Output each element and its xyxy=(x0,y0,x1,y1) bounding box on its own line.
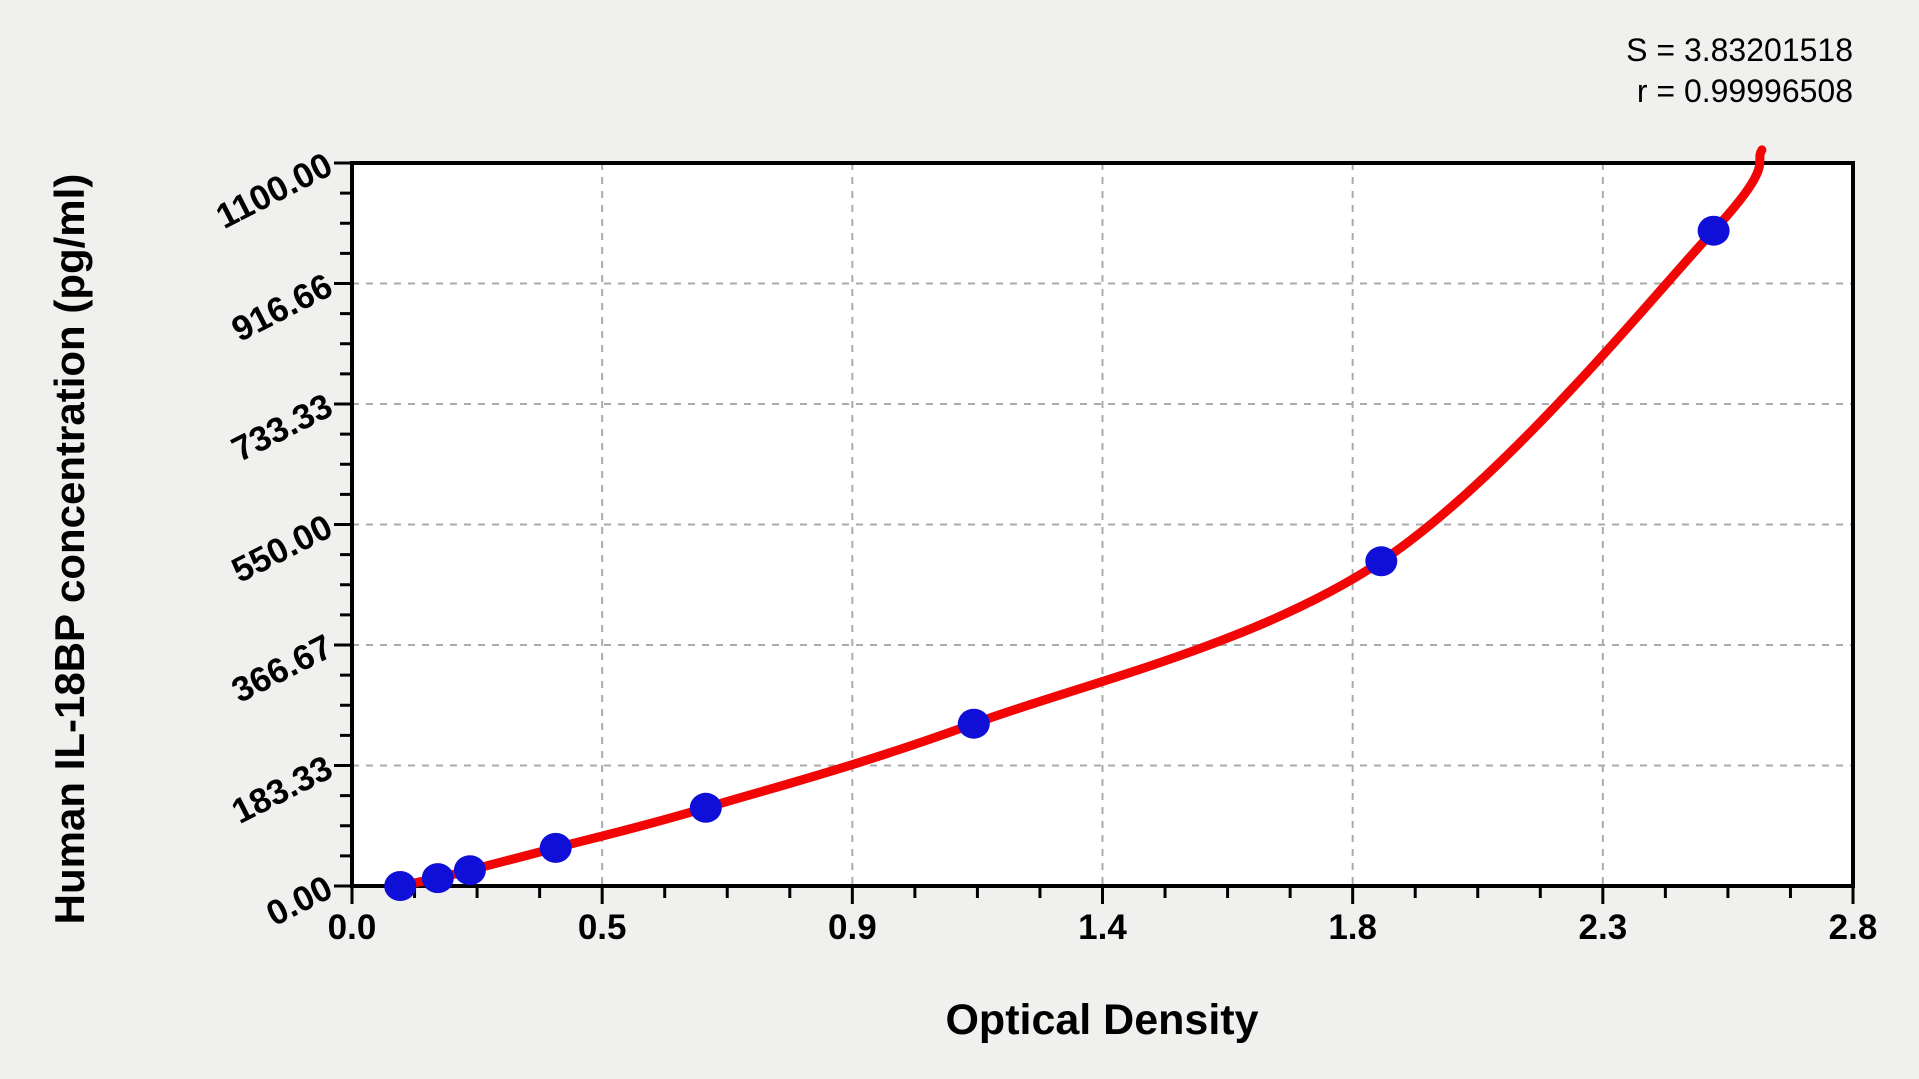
data-point xyxy=(384,871,417,901)
data-point xyxy=(689,792,722,823)
r-value: r = 0.99996508 xyxy=(1636,73,1853,109)
plot-frame xyxy=(350,161,1855,888)
x-tick-label: 2.3 xyxy=(1578,908,1628,947)
x-tick-label: 2.8 xyxy=(1828,908,1878,947)
fit-statistics: S = 3.83201518 r = 0.99996508 xyxy=(1626,30,1853,112)
y-axis-title: Human IL-18BP concentration (pg/ml) xyxy=(46,173,93,925)
x-tick-label: 0.9 xyxy=(828,908,877,947)
x-tick-label: 1.8 xyxy=(1328,908,1377,947)
data-point xyxy=(1697,215,1730,246)
x-tick-label: 0.0 xyxy=(327,908,377,947)
data-point xyxy=(539,832,572,863)
data-point xyxy=(1365,546,1398,577)
data-point xyxy=(957,708,990,739)
s-value: S = 3.83201518 xyxy=(1626,32,1853,68)
x-tick-label: 0.5 xyxy=(577,908,627,947)
x-tick-label: 1.4 xyxy=(1078,908,1127,947)
data-point xyxy=(453,855,486,886)
data-point xyxy=(421,863,454,894)
x-axis-title: Optical Density xyxy=(945,996,1259,1044)
